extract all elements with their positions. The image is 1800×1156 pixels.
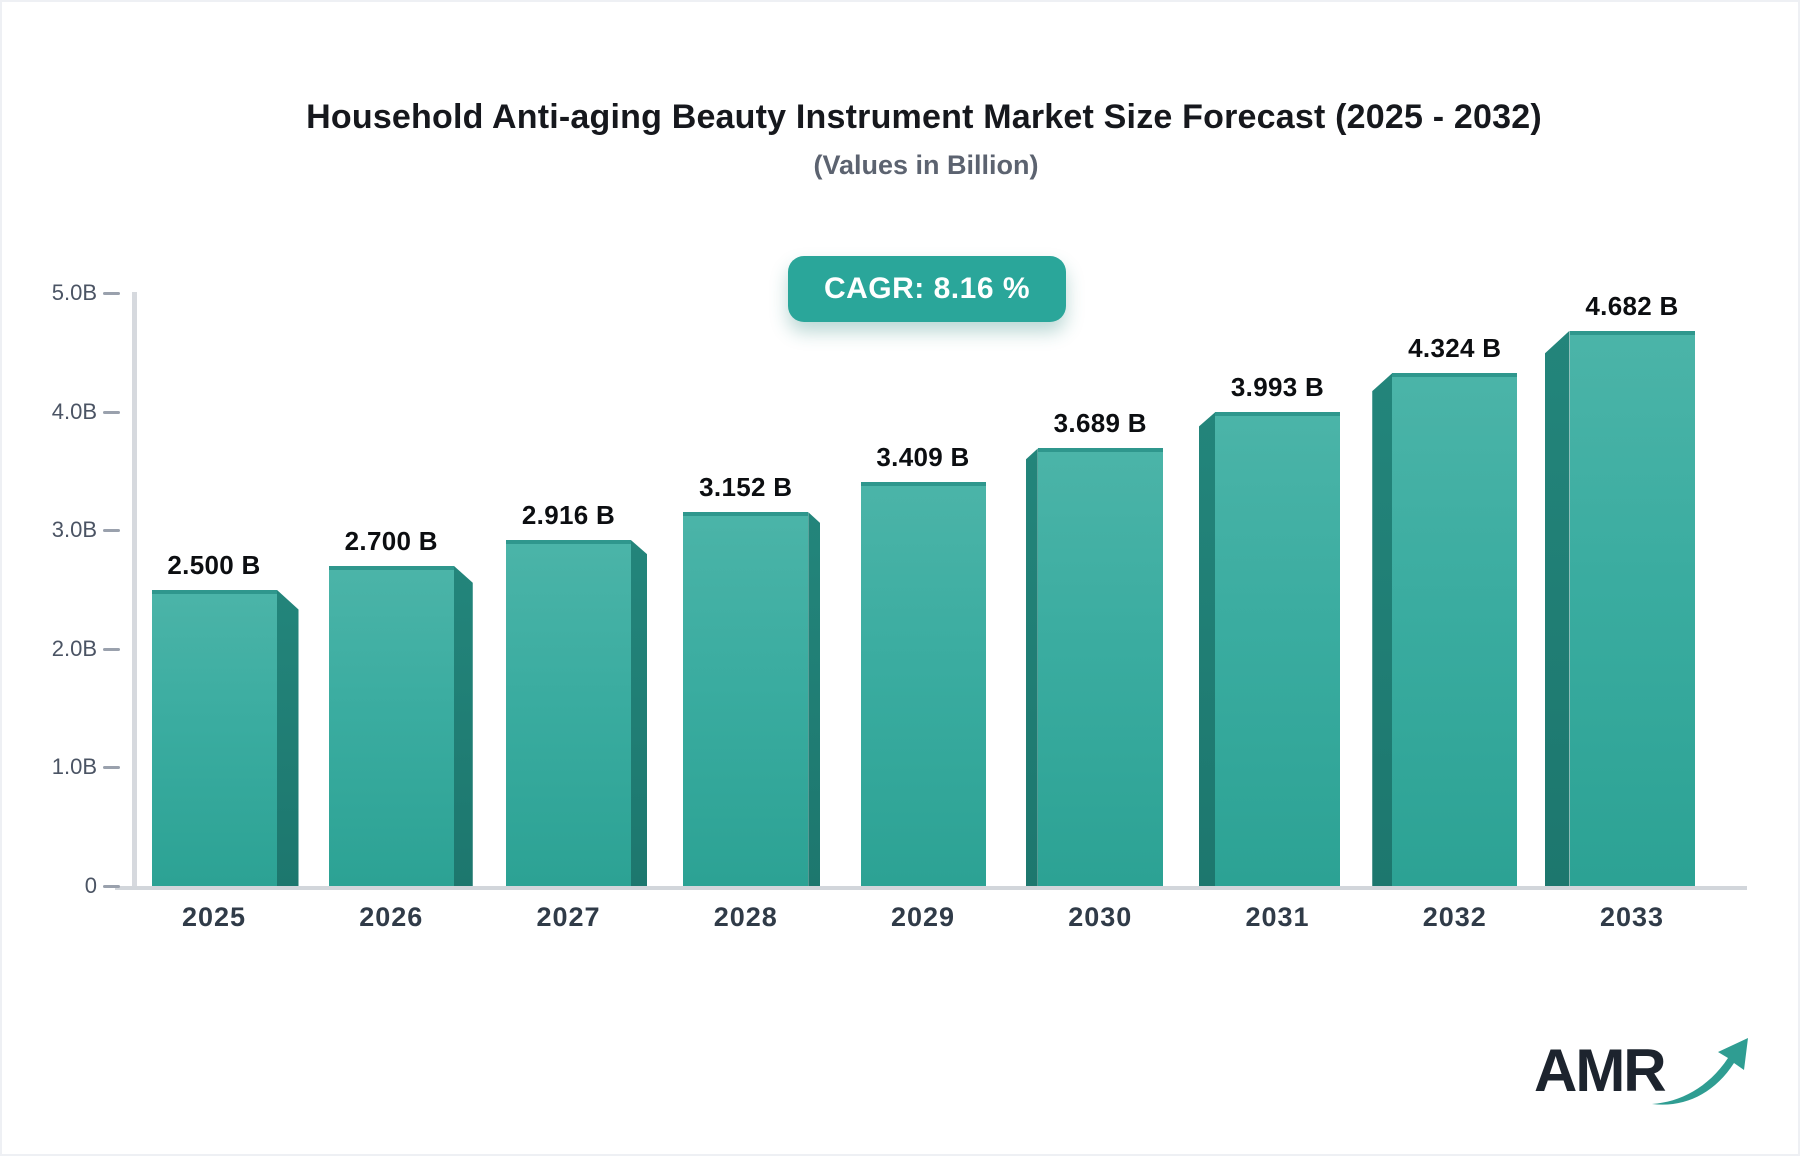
bar-2026	[328, 565, 454, 886]
bar-2030	[1037, 448, 1163, 886]
bar-2033	[1569, 330, 1695, 886]
y-axis-line	[132, 292, 137, 890]
bar-value-label: 2.500 B	[167, 549, 261, 580]
bar-2027	[506, 540, 631, 886]
x-axis-label-2032: 2032	[1422, 902, 1487, 932]
y-axis-tick-label: 1.0B	[51, 754, 97, 780]
x-axis-label-2028: 2028	[713, 902, 778, 932]
x-axis-label-2026: 2026	[359, 902, 424, 932]
bar-3d-side	[1025, 448, 1038, 886]
bar-3d-side	[453, 565, 473, 886]
y-axis-tick-mark	[103, 292, 120, 295]
growth-arrow-icon	[1652, 1038, 1748, 1105]
y-axis-tick-mark	[103, 647, 120, 651]
bar-value-label: 3.993 B	[1230, 372, 1325, 403]
cagr-badge: CAGR: 8.16 %	[787, 256, 1067, 322]
bar-value-label: 3.152 B	[699, 472, 793, 503]
y-axis-tick-mark	[103, 410, 120, 414]
bar-value-label: 3.409 B	[876, 441, 970, 472]
bar-3d-side	[1544, 330, 1570, 886]
bar-value-label: 3.689 B	[1053, 408, 1147, 439]
bar-3d-side	[631, 540, 647, 886]
x-axis-label-2031: 2031	[1245, 902, 1310, 932]
bar-2028	[683, 512, 809, 886]
x-axis-label-2029: 2029	[890, 902, 956, 932]
logo-text: AMR	[1534, 1037, 1667, 1104]
bar-value-label: 2.700 B	[344, 525, 438, 556]
bar-3d-side	[1372, 373, 1393, 886]
bar-2025	[151, 589, 277, 886]
bar-3d-side	[808, 512, 821, 886]
x-axis-label-2030: 2030	[1068, 902, 1133, 932]
bar-value-label: 4.682 B	[1585, 290, 1679, 321]
bar-3d-side	[276, 589, 299, 886]
x-axis-baseline	[115, 886, 1747, 890]
y-axis-tick-label: 4.0B	[51, 398, 97, 424]
y-axis-tick-label: 3.0B	[51, 517, 97, 543]
bar-3d-side	[1199, 412, 1215, 886]
y-axis-tick-mark	[103, 885, 120, 888]
y-axis-tick-label: 2.0B	[51, 635, 97, 661]
page-title: Household Anti-aging Beauty Instrument M…	[306, 98, 1542, 136]
y-axis-tick-label: 5.0B	[51, 280, 97, 305]
x-axis-label-2025: 2025	[181, 902, 247, 932]
y-axis-tick-label: 0	[84, 873, 97, 898]
x-axis-label-2027: 2027	[536, 902, 601, 932]
cagr-badge-container: CAGR: 8.16 %	[27, 256, 1798, 322]
bar-value-label: 2.916 B	[521, 500, 616, 531]
chart-subtitle: (Values in Billion)	[813, 150, 1039, 180]
y-axis-tick-mark	[103, 529, 120, 533]
brand-logo: AMR	[1534, 1030, 1748, 1114]
bar-2031	[1215, 412, 1340, 886]
bar-value-label: 4.324 B	[1408, 333, 1502, 364]
y-axis-tick-mark	[103, 766, 120, 770]
bar-2029	[860, 481, 986, 886]
bar-2032	[1392, 373, 1518, 886]
x-axis-label-2033: 2033	[1599, 902, 1665, 932]
